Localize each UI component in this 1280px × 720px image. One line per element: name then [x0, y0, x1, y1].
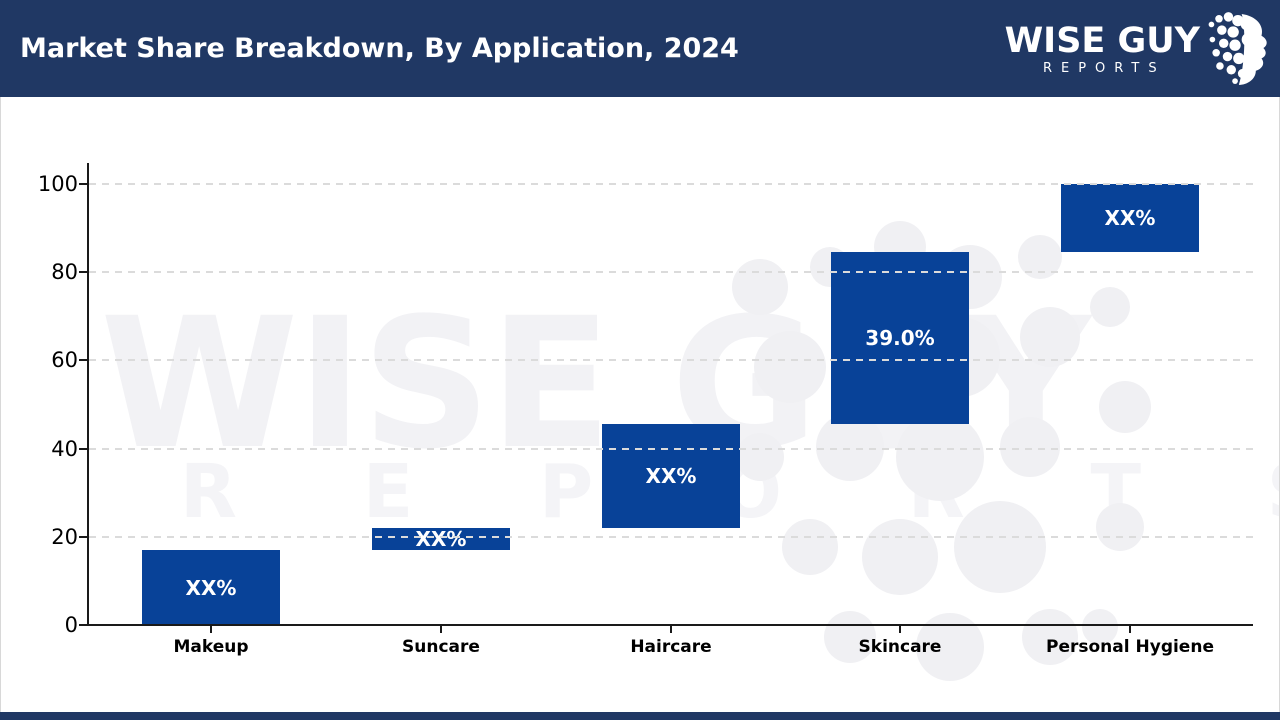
y-tick-label-80: 80: [51, 260, 78, 285]
bar-skincare: 39.0%: [831, 252, 969, 425]
bar-value-label: 39.0%: [865, 326, 935, 351]
x-tick-1: [440, 626, 442, 633]
wiseguy-logo: WISE GUY REPORTS: [1005, 7, 1270, 91]
y-tick-label-60: 60: [51, 348, 78, 373]
bar-personal-hygiene: XX%: [1061, 184, 1199, 253]
y-axis-spine: [87, 163, 89, 626]
bar-suncare: XX%: [372, 527, 510, 551]
y-tick-100: [79, 183, 87, 185]
bar-makeup: XX%: [142, 550, 280, 625]
y-tick-0: [79, 624, 87, 626]
x-tick-0: [210, 626, 212, 633]
y-tick-label-20: 20: [51, 524, 78, 549]
bar-value-label: XX%: [1104, 206, 1156, 231]
x-tick-2: [670, 626, 672, 633]
category-label-2: Haircare: [630, 637, 712, 657]
bar-haircare: XX%: [602, 424, 740, 528]
y-tick-label-0: 0: [64, 613, 78, 637]
y-tick-label-100: 100: [37, 172, 78, 196]
y-tick-label-40: 40: [51, 436, 78, 461]
category-label-1: Suncare: [402, 637, 480, 657]
logo-subtitle: REPORTS: [1042, 61, 1166, 76]
page-title: Market Share Breakdown, By Application, …: [20, 33, 739, 64]
left-border: [0, 97, 1, 712]
category-label-4: Personal Hygiene: [1046, 637, 1214, 657]
category-label-0: Makeup: [173, 637, 249, 657]
y-tick-40: [79, 447, 87, 450]
face-dots-icon: [1208, 12, 1267, 85]
logo-wordmark: WISE GUY: [1004, 21, 1200, 61]
y-tick-60: [79, 359, 87, 362]
bar-value-label: XX%: [415, 527, 467, 551]
category-label-3: Skincare: [858, 637, 942, 657]
x-tick-4: [1129, 626, 1131, 633]
footer-bar: [0, 712, 1280, 720]
x-tick-3: [899, 626, 901, 633]
y-tick-80: [79, 271, 87, 274]
bar-value-label: XX%: [185, 575, 237, 600]
x-axis-spine: [87, 624, 1253, 626]
header-bar: Market Share Breakdown, By Application, …: [0, 0, 1280, 97]
y-tick-20: [79, 535, 87, 538]
bar-value-label: XX%: [645, 464, 697, 489]
wiseguy-logo-text: WISE GUY REPORTS: [1005, 22, 1200, 76]
